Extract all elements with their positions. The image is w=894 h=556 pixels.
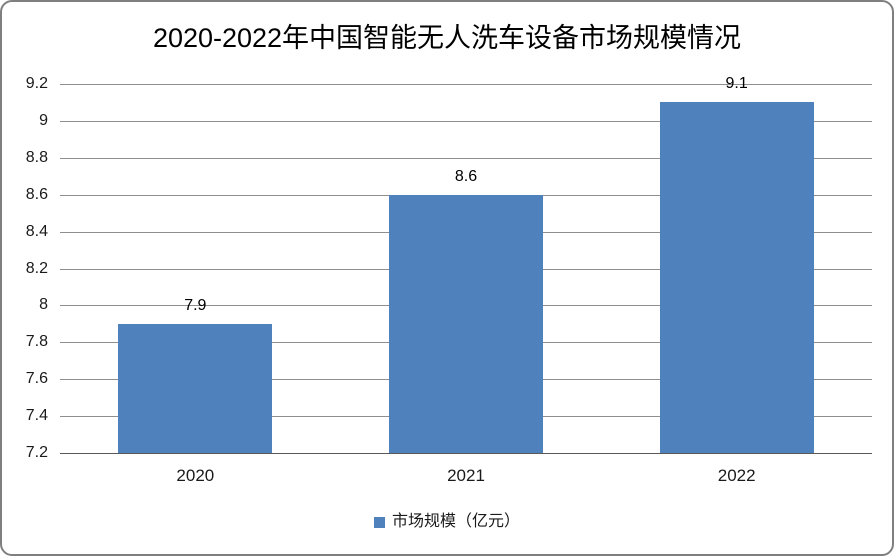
bar (659, 102, 814, 453)
y-axis-tick-label: 8 (39, 296, 48, 313)
bar (388, 194, 544, 453)
legend-marker-icon (373, 516, 385, 528)
x-axis-label: 2021 (447, 466, 485, 485)
bar-value-label: 8.6 (454, 167, 478, 185)
plot-area: 9.2 9 8.8 8.6 8.4 8.2 8 7.8 7.6 7.4 7.2 7.9 8.6 9.1 (26, 75, 872, 461)
gridline (60, 84, 872, 85)
chart-title: 2020-2022年中国智能无人洗车设备市场规模情况 (152, 23, 742, 53)
y-axis-tick-label: 7.4 (25, 407, 48, 424)
y-axis-tick-label: 9.2 (25, 75, 48, 92)
gridline (60, 158, 872, 159)
bar-value-label: 7.9 (184, 296, 207, 314)
y-axis-tick-label: 9 (39, 112, 48, 129)
y-axis-tick-label: 8.4 (25, 223, 48, 240)
x-axis-label: 2022 (717, 466, 756, 485)
y-axis-tick-label: 7.2 (25, 444, 48, 461)
y-axis-tick-label: 8.8 (25, 149, 48, 166)
x-axis-label: 2020 (176, 466, 215, 485)
y-axis-tick-label: 7.8 (25, 333, 48, 350)
legend-label: 市场规模（亿元） (391, 513, 520, 530)
bar-value-label: 9.1 (725, 75, 748, 93)
x-axis: 2020 2021 2022 (60, 465, 872, 487)
bar (118, 323, 273, 453)
y-axis-tick-label: 8.2 (25, 260, 48, 277)
y-axis-tick-label: 8.6 (25, 186, 48, 203)
y-axis-tick-label: 7.6 (25, 370, 48, 387)
gridline (60, 121, 872, 122)
legend: 市场规模（亿元） (2, 511, 892, 533)
